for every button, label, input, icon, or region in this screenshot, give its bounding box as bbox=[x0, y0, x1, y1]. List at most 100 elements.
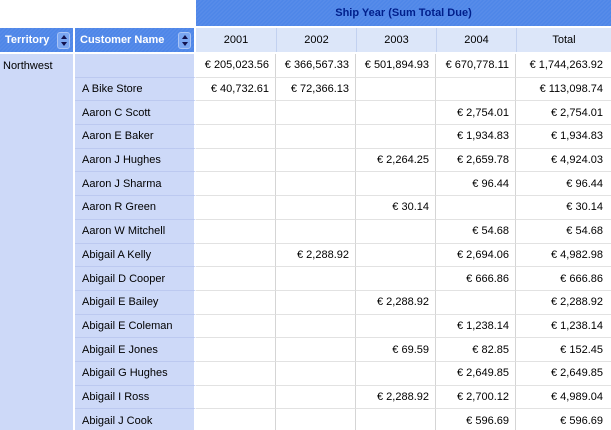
value-cell-2001 bbox=[196, 125, 276, 149]
territory-cell bbox=[0, 267, 75, 291]
territory-sort-icon[interactable] bbox=[57, 31, 70, 49]
table-row: Aaron J Sharma € 96.44 € 96.44 bbox=[0, 172, 611, 197]
year-header-2003[interactable]: 2003 bbox=[356, 28, 436, 52]
sort-up-arrow-icon bbox=[181, 34, 188, 39]
value-cell-2003 bbox=[356, 314, 436, 339]
total-column-header[interactable]: Total bbox=[516, 28, 611, 52]
header-gap bbox=[0, 26, 611, 28]
value-cell-2004: € 2,754.01 bbox=[436, 101, 516, 126]
value-cell-2003 bbox=[356, 172, 436, 197]
value-cell-total: € 2,754.01 bbox=[516, 101, 611, 126]
customer-cell: Aaron W Mitchell bbox=[75, 219, 196, 244]
customer-cell bbox=[75, 54, 196, 78]
value-cell-2004 bbox=[436, 77, 516, 102]
value-cell-2002 bbox=[276, 338, 356, 362]
table-row: Aaron J Hughes € 2,264.25 € 2,659.78 € 4… bbox=[0, 148, 611, 173]
territory-cell bbox=[0, 148, 75, 173]
value-cell-2004: € 666.86 bbox=[436, 267, 516, 291]
table-row: Aaron R Green € 30.14 € 30.14 bbox=[0, 196, 611, 220]
value-cell-2003 bbox=[356, 125, 436, 149]
value-cell-2004: € 2,700.12 bbox=[436, 385, 516, 410]
value-cell-2001: € 205,023.56 bbox=[196, 54, 276, 78]
customer-cell: Aaron E Baker bbox=[75, 125, 196, 149]
value-cell-total: € 54.68 bbox=[516, 219, 611, 244]
value-cell-2002 bbox=[276, 101, 356, 126]
value-cell-2002 bbox=[276, 148, 356, 173]
customer-cell: Abigail I Ross bbox=[75, 385, 196, 410]
value-cell-total: € 666.86 bbox=[516, 267, 611, 291]
value-cell-total: € 96.44 bbox=[516, 172, 611, 197]
customer-cell: Aaron R Green bbox=[75, 196, 196, 220]
value-cell-2002 bbox=[276, 385, 356, 410]
value-cell-2002 bbox=[276, 125, 356, 149]
value-cell-2002: € 72,366.13 bbox=[276, 77, 356, 102]
value-cell-2004: € 54.68 bbox=[436, 219, 516, 244]
customer-name-column-header[interactable]: Customer Name bbox=[75, 28, 194, 52]
table-row: Abigail E Coleman € 1,238.14 € 1,238.14 bbox=[0, 314, 611, 339]
customer-cell: Aaron J Hughes bbox=[75, 148, 196, 173]
value-cell-2001 bbox=[196, 172, 276, 197]
table-row: Aaron C Scott € 2,754.01 € 2,754.01 bbox=[0, 101, 611, 126]
value-cell-2001 bbox=[196, 290, 276, 315]
value-cell-2004 bbox=[436, 290, 516, 315]
value-cell-2002 bbox=[276, 172, 356, 197]
customer-cell: Abigail A Kelly bbox=[75, 243, 196, 268]
customer-cell: Abigail E Coleman bbox=[75, 314, 196, 339]
year-header-2002[interactable]: 2002 bbox=[276, 28, 356, 52]
customer-cell: Aaron C Scott bbox=[75, 101, 196, 126]
territory-cell bbox=[0, 77, 75, 102]
territory-column-header[interactable]: Territory bbox=[0, 28, 73, 52]
value-cell-2002: € 2,288.92 bbox=[276, 243, 356, 268]
table-row: A Bike Store € 40,732.61 € 72,366.13 € 1… bbox=[0, 77, 611, 102]
year-header-2004[interactable]: 2004 bbox=[436, 28, 516, 52]
value-cell-total: € 1,238.14 bbox=[516, 314, 611, 339]
table-row: Abigail E Jones € 69.59 € 82.85 € 152.45 bbox=[0, 338, 611, 362]
value-cell-2003: € 2,288.92 bbox=[356, 290, 436, 315]
value-cell-2004: € 2,694.06 bbox=[436, 243, 516, 268]
customer-cell: Abigail D Cooper bbox=[75, 267, 196, 291]
territory-cell bbox=[0, 409, 75, 430]
value-cell-2004: € 2,659.78 bbox=[436, 148, 516, 173]
territory-cell bbox=[0, 243, 75, 268]
value-cell-2003: € 30.14 bbox=[356, 196, 436, 220]
value-cell-2004: € 670,778.11 bbox=[436, 54, 516, 78]
territory-cell bbox=[0, 385, 75, 410]
value-cell-total: € 596.69 bbox=[516, 409, 611, 430]
territory-header-label: Territory bbox=[5, 34, 50, 46]
territory-cell bbox=[0, 172, 75, 197]
table-row: Abigail G Hughes € 2,649.85 € 2,649.85 bbox=[0, 361, 611, 386]
ship-year-field-button[interactable]: Ship Year (Sum Total Due) bbox=[196, 0, 611, 26]
value-cell-2004: € 82.85 bbox=[436, 338, 516, 362]
customer-cell: Abigail J Cook bbox=[75, 409, 196, 430]
value-cell-2003: € 69.59 bbox=[356, 338, 436, 362]
value-cell-2001 bbox=[196, 243, 276, 268]
value-cell-2001 bbox=[196, 361, 276, 386]
table-row: Aaron W Mitchell € 54.68 € 54.68 bbox=[0, 219, 611, 244]
sort-down-arrow-icon bbox=[60, 41, 67, 46]
value-cell-2001 bbox=[196, 148, 276, 173]
table-row: Abigail A Kelly € 2,288.92 € 2,694.06 € … bbox=[0, 243, 611, 268]
territory-cell bbox=[0, 290, 75, 315]
value-cell-total: € 152.45 bbox=[516, 338, 611, 362]
customer-name-sort-icon[interactable] bbox=[178, 31, 191, 49]
customer-cell: Aaron J Sharma bbox=[75, 172, 196, 197]
sort-down-arrow-icon bbox=[181, 41, 188, 46]
value-cell-2004: € 1,934.83 bbox=[436, 125, 516, 149]
table-row: Abigail D Cooper € 666.86 € 666.86 bbox=[0, 267, 611, 291]
value-cell-2003: € 501,894.93 bbox=[356, 54, 436, 78]
value-cell-2003: € 2,264.25 bbox=[356, 148, 436, 173]
value-cell-2002 bbox=[276, 314, 356, 339]
value-cell-total: € 4,989.04 bbox=[516, 385, 611, 410]
table-row: Abigail J Cook € 596.69 € 596.69 bbox=[0, 409, 611, 430]
value-cell-2001 bbox=[196, 338, 276, 362]
value-cell-2001 bbox=[196, 409, 276, 430]
value-cell-2004: € 2,649.85 bbox=[436, 361, 516, 386]
year-header-2001[interactable]: 2001 bbox=[196, 28, 276, 52]
corner-spacer bbox=[0, 0, 196, 26]
territory-cell bbox=[0, 361, 75, 386]
value-cell-2002 bbox=[276, 267, 356, 291]
value-cell-2004: € 596.69 bbox=[436, 409, 516, 430]
value-cell-total: € 2,649.85 bbox=[516, 361, 611, 386]
value-cell-2001 bbox=[196, 314, 276, 339]
sort-up-arrow-icon bbox=[60, 34, 67, 39]
